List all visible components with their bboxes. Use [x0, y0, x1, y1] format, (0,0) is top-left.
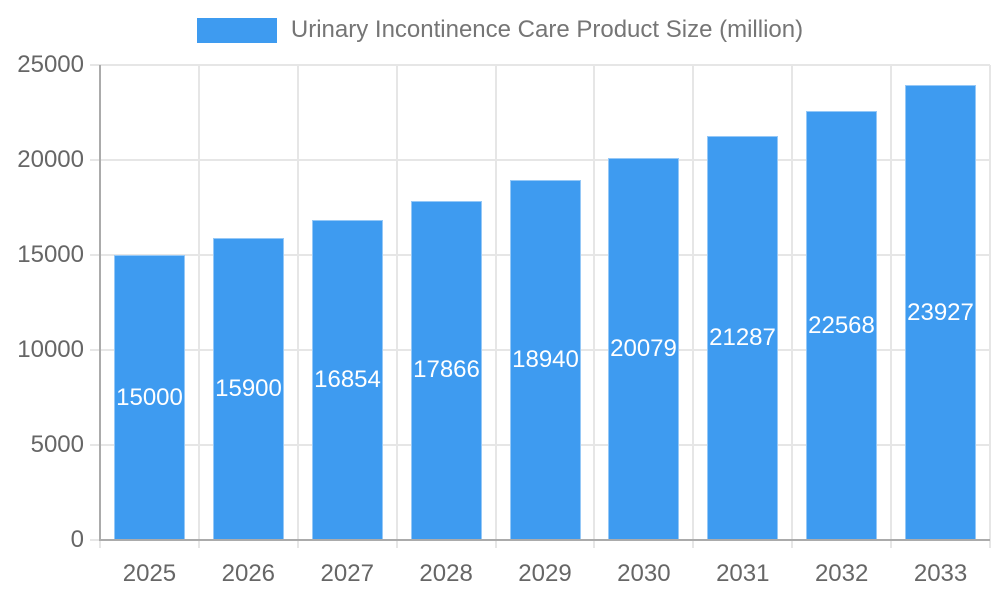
bar-2032[interactable]: 22568	[806, 111, 877, 540]
bar-2030[interactable]: 20079	[608, 158, 679, 540]
y-axis-line	[99, 65, 101, 541]
x-tick-mark	[197, 540, 200, 548]
x-tick-mark	[593, 540, 596, 548]
bar-2026[interactable]: 15900	[213, 237, 284, 540]
bar-value-label: 18940	[512, 346, 579, 374]
bar-value-label: 21287	[709, 323, 776, 351]
y-tick-mark	[90, 539, 100, 541]
x-tick-mark	[395, 540, 398, 548]
legend-swatch-icon	[196, 17, 277, 43]
x-axis-label: 2031	[716, 560, 770, 587]
x-tick-mark	[989, 540, 991, 548]
bar-value-label: 23927	[907, 298, 974, 326]
bar-value-label: 15000	[116, 383, 183, 411]
legend-label: Urinary Incontinence Care Product Size (…	[290, 16, 804, 43]
bar-value-label: 16854	[314, 365, 381, 393]
bar-2027[interactable]: 16854	[312, 219, 383, 540]
x-axis-label: 2033	[913, 560, 968, 587]
v-gridline	[593, 65, 596, 540]
y-tick-mark	[90, 64, 100, 66]
x-axis-label: 2028	[419, 560, 473, 587]
v-gridline	[494, 65, 497, 540]
x-axis-label: 2030	[617, 560, 671, 587]
v-gridline	[791, 65, 794, 540]
x-axis-line	[100, 539, 990, 541]
bar-value-label: 22568	[808, 311, 875, 339]
bar-2025[interactable]: 15000	[114, 255, 185, 540]
bar-2029[interactable]: 18940	[510, 180, 581, 540]
bar-2033[interactable]: 23927	[905, 85, 976, 540]
x-tick-mark	[692, 540, 695, 548]
bar-value-label: 15900	[215, 374, 282, 402]
bar-2031[interactable]: 21287	[707, 135, 778, 540]
bar-value-label: 17866	[413, 356, 480, 384]
x-axis-label: 2025	[122, 560, 177, 587]
x-tick-mark	[890, 540, 893, 548]
x-axis-label: 2026	[221, 560, 276, 587]
x-axis-label: 2029	[518, 560, 572, 587]
y-axis-label: 5000	[30, 431, 84, 458]
x-tick-mark	[791, 540, 794, 548]
v-gridline	[989, 65, 991, 540]
bar-2028[interactable]: 17866	[411, 200, 482, 540]
y-axis-label: 20000	[17, 146, 84, 173]
y-axis-label: 10000	[17, 336, 84, 363]
y-tick-mark	[90, 159, 100, 161]
plot-area: 15000 15900 16854 17866 18940 20079 21287 22568…	[90, 64, 991, 548]
x-tick-mark	[99, 540, 101, 548]
y-axis-label: 15000	[17, 241, 84, 268]
x-axis-label: 2032	[814, 560, 869, 587]
v-gridline	[395, 65, 398, 540]
x-tick-mark	[296, 540, 299, 548]
y-tick-mark	[90, 254, 100, 256]
v-gridline	[197, 65, 200, 540]
y-axis-label: 0	[70, 526, 84, 553]
v-gridline	[890, 65, 893, 540]
y-tick-mark	[90, 444, 100, 446]
legend[interactable]: Urinary Incontinence Care Product Size (…	[0, 15, 1000, 45]
h-gridline	[100, 159, 990, 161]
h-gridline	[100, 64, 990, 66]
x-axis-label: 2027	[320, 560, 374, 587]
y-tick-mark	[90, 349, 100, 351]
y-axis-label: 25000	[17, 51, 84, 78]
bar-value-label: 20079	[610, 335, 677, 363]
x-tick-mark	[494, 540, 497, 548]
v-gridline	[692, 65, 695, 540]
v-gridline	[296, 65, 299, 540]
